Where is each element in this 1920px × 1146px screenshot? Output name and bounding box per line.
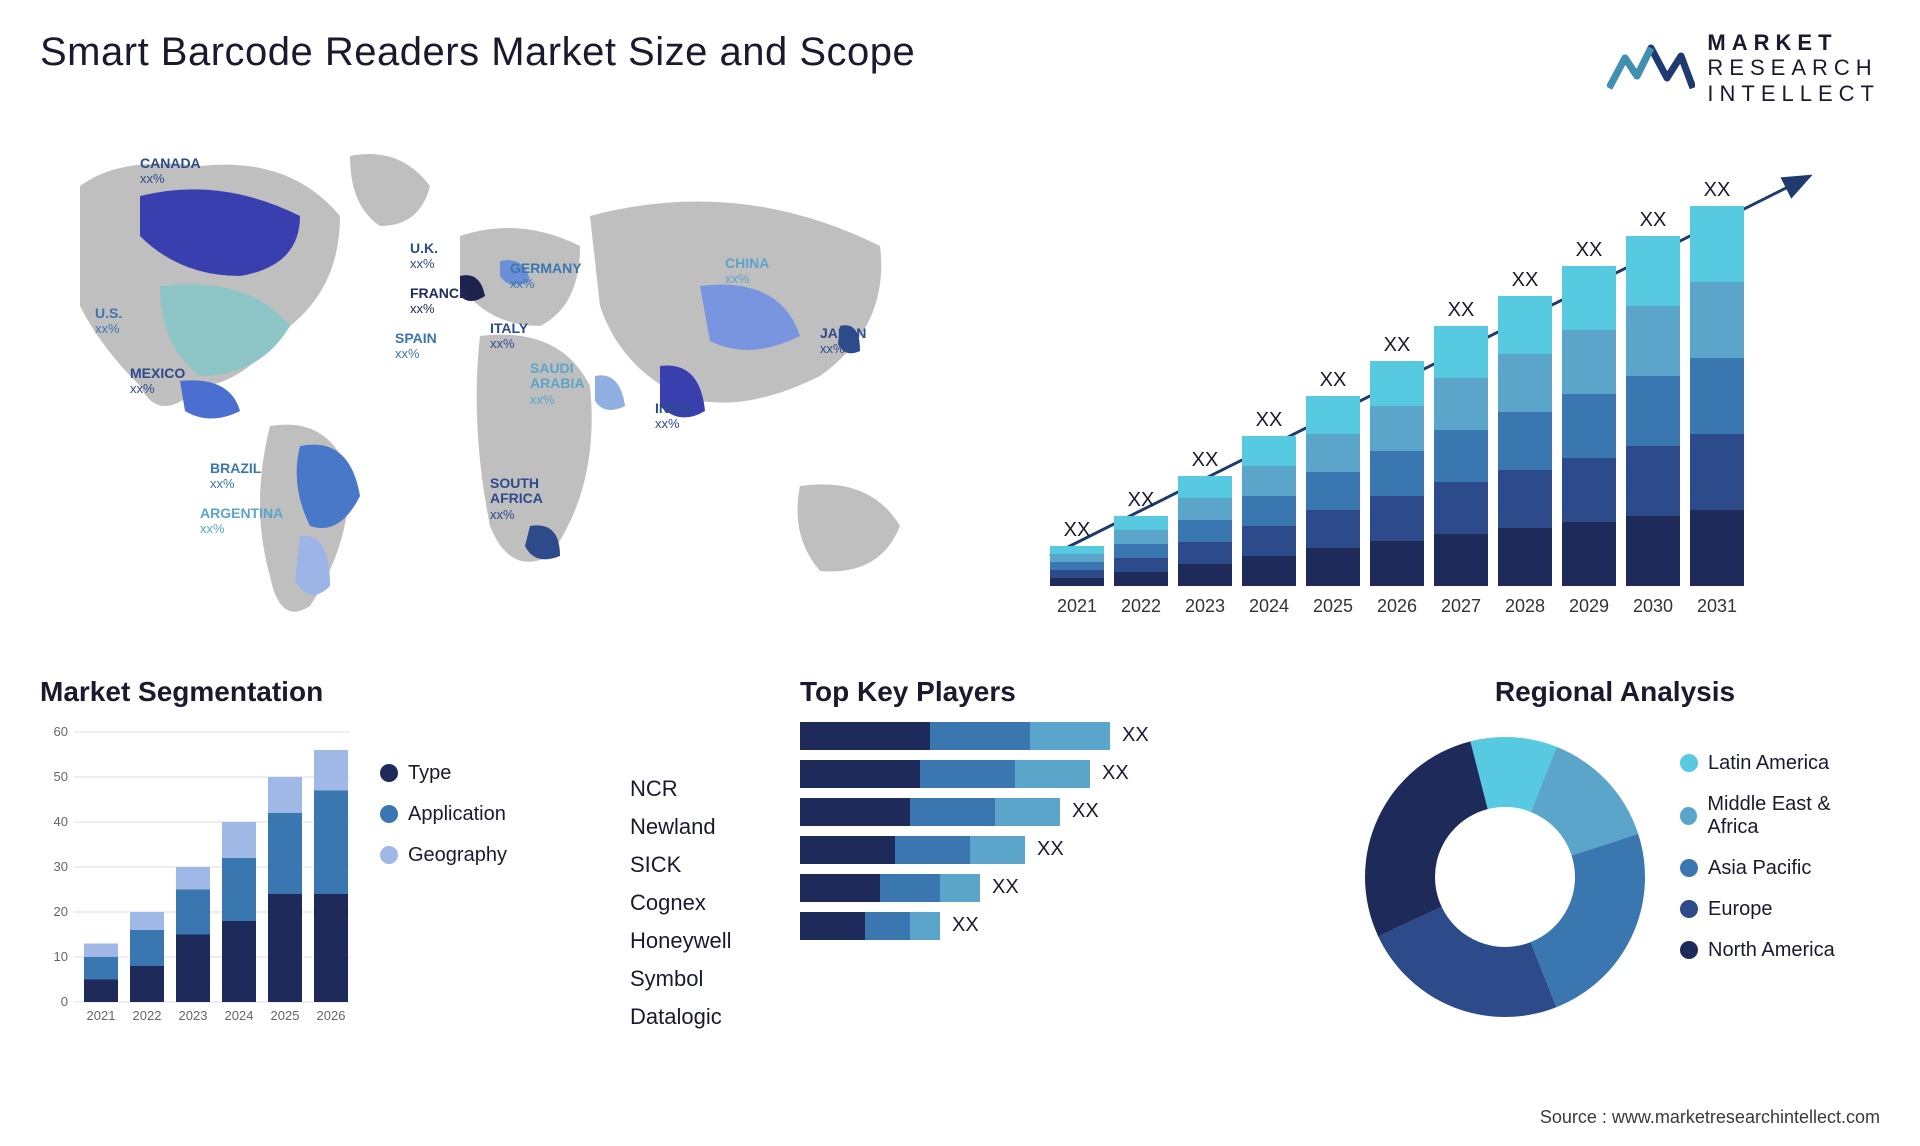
svg-text:XX: XX: [1576, 239, 1603, 261]
svg-text:2029: 2029: [1569, 596, 1609, 616]
svg-text:XX: XX: [1064, 519, 1091, 541]
svg-text:30: 30: [54, 859, 68, 874]
player-bar-row: XX: [800, 798, 1310, 826]
player-name: Newland: [630, 814, 780, 840]
svg-text:XX: XX: [1512, 269, 1539, 291]
map-label: CHINAxx%: [725, 256, 769, 287]
player-bar-row: XX: [800, 836, 1310, 864]
svg-text:2022: 2022: [1121, 596, 1161, 616]
svg-text:XX: XX: [1448, 299, 1475, 321]
svg-text:XX: XX: [1128, 489, 1155, 511]
map-label: SPAINxx%: [395, 331, 437, 362]
svg-text:50: 50: [54, 769, 68, 784]
legend-item: Application: [380, 803, 507, 826]
svg-text:XX: XX: [1704, 179, 1731, 201]
svg-text:20: 20: [54, 904, 68, 919]
player-name: Datalogic: [630, 1004, 780, 1030]
map-label: U.K.xx%: [410, 241, 438, 272]
legend-item: Middle East & Africa: [1680, 793, 1880, 839]
svg-text:2021: 2021: [1057, 596, 1097, 616]
player-bar-row: XX: [800, 760, 1310, 788]
svg-text:2021: 2021: [87, 1008, 116, 1023]
segmentation-panel: Market Segmentation 0 10 20 30 40 50 60 2021 202…: [40, 676, 590, 1032]
svg-text:2025: 2025: [271, 1008, 300, 1023]
players-panel: NCR Newland SICK Cognex Honeywell Symbol Datal…: [630, 676, 1310, 1030]
map-label: FRANCExx%: [410, 286, 468, 317]
map-label: BRAZILxx%: [210, 461, 261, 492]
svg-text:XX: XX: [1256, 409, 1283, 431]
svg-text:10: 10: [54, 949, 68, 964]
svg-text:2023: 2023: [1185, 596, 1225, 616]
segmentation-title: Market Segmentation: [40, 676, 590, 708]
logo-line1: MARKET: [1707, 30, 1880, 55]
svg-text:2027: 2027: [1441, 596, 1481, 616]
brand-logo: MARKET RESEARCH INTELLECT: [1607, 30, 1880, 106]
legend-item: Geography: [380, 844, 507, 867]
world-map: CANADAxx% U.S.xx% MEXICOxx% BRAZILxx% ARGENT…: [40, 126, 940, 636]
map-label: GERMANYxx%: [510, 261, 582, 292]
map-label: JAPANxx%: [820, 326, 866, 357]
svg-text:2024: 2024: [1249, 596, 1289, 616]
svg-text:2024: 2024: [225, 1008, 254, 1023]
svg-text:XX: XX: [1192, 449, 1219, 471]
logo-icon: [1607, 38, 1695, 98]
map-label: MEXICOxx%: [130, 366, 185, 397]
regional-title: Regional Analysis: [1350, 676, 1880, 708]
map-label: SOUTHAFRICAxx%: [490, 476, 543, 522]
player-bar-row: XX: [800, 722, 1310, 750]
player-name: SICK: [630, 852, 780, 878]
map-label: INDIAxx%: [655, 401, 693, 432]
map-label: ARGENTINAxx%: [200, 506, 283, 537]
svg-text:60: 60: [54, 724, 68, 739]
svg-text:2028: 2028: [1505, 596, 1545, 616]
source-attribution: Source : www.marketresearchintellect.com: [1540, 1107, 1880, 1128]
svg-text:0: 0: [61, 994, 68, 1009]
svg-text:XX: XX: [1384, 334, 1411, 356]
regional-panel: Regional Analysis Latin America Middle Ea…: [1350, 676, 1880, 1032]
player-bar-row: XX: [800, 912, 1310, 940]
svg-text:XX: XX: [1320, 369, 1347, 391]
legend-item: Europe: [1680, 898, 1880, 921]
svg-text:2031: 2031: [1697, 596, 1737, 616]
forecast-bar-chart: XX 2021 XX 2022 XX 2023 XX 2024 XX 2025 XX 2026 XX 20…: [990, 126, 1880, 636]
svg-text:2026: 2026: [317, 1008, 346, 1023]
page-title: Smart Barcode Readers Market Size and Sc…: [40, 30, 915, 75]
map-label: CANADAxx%: [140, 156, 201, 187]
logo-line3: INTELLECT: [1707, 81, 1880, 106]
players-title: Top Key Players: [800, 676, 1310, 708]
legend-item: Latin America: [1680, 752, 1880, 775]
legend-item: Asia Pacific: [1680, 857, 1880, 880]
map-label: ITALYxx%: [490, 321, 528, 352]
player-name: Honeywell: [630, 928, 780, 954]
player-name: Cognex: [630, 890, 780, 916]
svg-text:2025: 2025: [1313, 596, 1353, 616]
svg-text:2026: 2026: [1377, 596, 1417, 616]
map-label: SAUDIARABIAxx%: [530, 361, 584, 407]
legend-item: Type: [380, 762, 507, 785]
svg-text:40: 40: [54, 814, 68, 829]
svg-text:2030: 2030: [1633, 596, 1673, 616]
player-name: NCR: [630, 776, 780, 802]
player-name: Symbol: [630, 966, 780, 992]
player-bar-row: XX: [800, 874, 1310, 902]
svg-text:XX: XX: [1640, 209, 1667, 231]
map-label: U.S.xx%: [95, 306, 122, 337]
logo-line2: RESEARCH: [1707, 55, 1880, 80]
svg-text:2022: 2022: [133, 1008, 162, 1023]
legend-item: North America: [1680, 939, 1880, 962]
svg-text:2023: 2023: [179, 1008, 208, 1023]
